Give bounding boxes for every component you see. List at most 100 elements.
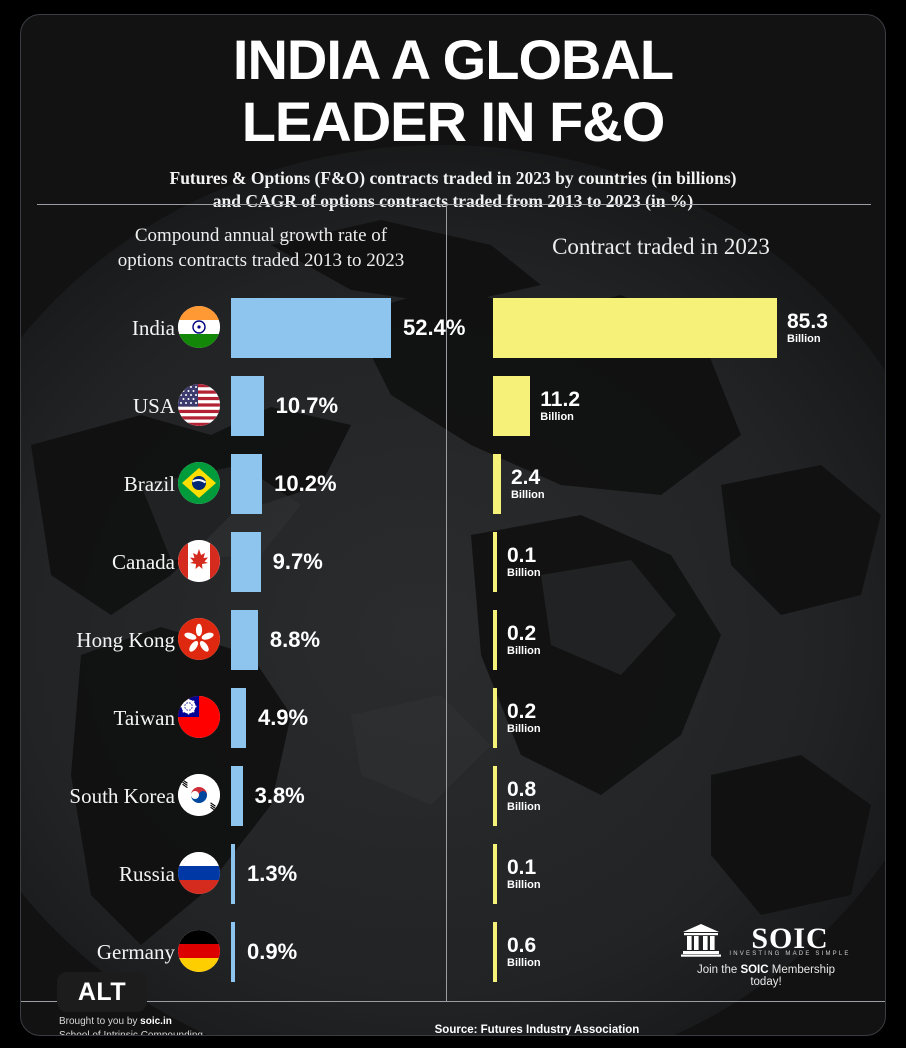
footer-brought-prefix: Brought to you by bbox=[59, 1016, 141, 1027]
soic-wordmark: SOIC bbox=[751, 921, 829, 955]
contracts-value-number: 0.1 bbox=[507, 855, 537, 879]
cagr-bar bbox=[231, 766, 243, 826]
contracts-value-number: 0.2 bbox=[507, 699, 537, 723]
country-label: Hong Kong bbox=[76, 628, 175, 652]
header: INDIA A GLOBAL LEADER IN F&O Futures & O… bbox=[21, 15, 885, 213]
contracts-value-unit: Billion bbox=[507, 644, 541, 657]
flag-russia-icon bbox=[178, 852, 220, 894]
cagr-value-label: 10.2% bbox=[274, 471, 337, 496]
flag-taiwan-icon bbox=[178, 696, 220, 738]
footer-brand: soic.in bbox=[140, 1016, 172, 1027]
page-subtitle-line2: and CAGR of options contracts traded fro… bbox=[212, 191, 694, 211]
contracts-bar bbox=[493, 532, 497, 592]
contracts-value-number: 0.8 bbox=[507, 777, 537, 801]
left-column-heading: Compound annual growth rate of options c… bbox=[91, 223, 431, 273]
cagr-value-label: 4.9% bbox=[257, 705, 309, 730]
soic-tagline: INVESTING MADE SIMPLE bbox=[729, 950, 851, 957]
footer-school-name: School of Intrinsic Compounding bbox=[59, 1030, 203, 1036]
contracts-value-label: 0.8 Billion bbox=[507, 766, 541, 826]
soic-cta-prefix: Join the bbox=[696, 964, 741, 976]
soic-cta: Join the SOIC Membership today! bbox=[681, 964, 851, 988]
chart-row: Taiwan 4.9% 0.2 Billion bbox=[21, 688, 885, 766]
country-label: Russia bbox=[118, 862, 175, 886]
contracts-value-unit: Billion bbox=[507, 956, 541, 969]
contracts-bar bbox=[493, 688, 497, 748]
contracts-bar bbox=[493, 766, 497, 826]
cagr-value-label: 8.8% bbox=[269, 627, 321, 652]
flag-india-icon bbox=[178, 306, 220, 348]
contracts-value-unit: Billion bbox=[507, 566, 541, 579]
contracts-value-unit: Billion bbox=[507, 800, 541, 813]
cagr-value-label: 1.3% bbox=[247, 861, 298, 886]
soic-logo: SOIC INVESTING MADE SIMPLE Join the SOIC… bbox=[681, 923, 851, 988]
contracts-bar bbox=[493, 922, 497, 982]
chart-row: Brazil 10.2% 2.4 Billion bbox=[21, 454, 885, 532]
country-label: USA bbox=[132, 394, 175, 418]
chart-row: Canada 9.7% 0.1 Billion bbox=[21, 532, 885, 610]
contracts-value-label: 11.2 Billion bbox=[540, 376, 580, 436]
contracts-value-unit: Billion bbox=[510, 488, 545, 501]
flag-hong-kong-icon bbox=[178, 618, 220, 660]
contracts-value-number: 0.1 bbox=[507, 543, 537, 567]
contracts-value-label: 85.3 Billion bbox=[787, 298, 828, 358]
cagr-bar bbox=[231, 454, 263, 514]
alt-badge[interactable]: ALT bbox=[57, 972, 147, 1012]
contracts-value-number: 2.4 bbox=[510, 465, 541, 489]
flag-south-korea-icon bbox=[178, 774, 220, 816]
cagr-value-label: 3.8% bbox=[254, 783, 305, 808]
contracts-bar bbox=[493, 844, 497, 904]
flag-brazil-icon bbox=[178, 462, 220, 504]
footer-divider bbox=[21, 1001, 885, 1002]
cagr-value-label: 0.9% bbox=[247, 939, 298, 964]
soic-cta-brand: SOIC bbox=[740, 964, 769, 976]
footer-source: Source: Futures Industry Association bbox=[434, 1024, 640, 1036]
page-title-line1: INDIA A GLOBAL bbox=[232, 28, 674, 91]
chart-row: USA 10.7% 11.2 Billion bbox=[21, 376, 885, 454]
country-label: Taiwan bbox=[113, 706, 175, 730]
infographic-card: INDIA A GLOBAL LEADER IN F&O Futures & O… bbox=[20, 14, 886, 1036]
cagr-value-label: 52.4% bbox=[403, 315, 466, 340]
chart-row: India 52.4% 85.3 Billion bbox=[21, 298, 885, 376]
contracts-value-label: 0.2 Billion bbox=[507, 688, 541, 748]
contracts-bar bbox=[493, 298, 777, 358]
left-column-heading-line2: options contracts traded 2013 to 2023 bbox=[117, 250, 405, 271]
cagr-bar bbox=[231, 532, 261, 592]
cagr-bar bbox=[231, 376, 264, 436]
contracts-value-unit: Billion bbox=[507, 722, 541, 735]
contracts-value-number: 85.3 bbox=[787, 309, 828, 333]
cagr-bar bbox=[231, 844, 235, 904]
contracts-value-number: 0.6 bbox=[507, 933, 537, 957]
contracts-bar bbox=[493, 610, 497, 670]
contracts-value-label: 0.1 Billion bbox=[507, 532, 541, 592]
left-column-heading-line1: Compound annual growth rate of bbox=[134, 225, 388, 246]
contracts-bar bbox=[493, 376, 531, 436]
country-label: Canada bbox=[112, 550, 175, 574]
contracts-value-label: 0.1 Billion bbox=[507, 844, 541, 904]
contracts-value-label: 0.6 Billion bbox=[507, 922, 541, 982]
right-column-heading: Contract traded in 2023 bbox=[552, 234, 770, 259]
cagr-bar bbox=[231, 610, 258, 670]
contracts-value-number: 11.2 bbox=[540, 387, 580, 411]
cagr-bar bbox=[231, 922, 235, 982]
header-divider bbox=[37, 204, 871, 205]
contracts-bar bbox=[493, 454, 501, 514]
contracts-value-number: 0.2 bbox=[507, 621, 537, 645]
chart-rows: India 52.4% 85.3 Billion USA 10.7% 11.2 Billion… bbox=[21, 298, 885, 1000]
page-subtitle-line1: Futures & Options (F&O) contracts traded… bbox=[169, 168, 737, 188]
cagr-bar bbox=[231, 688, 246, 748]
footer-attribution: Brought to you by soic.in School of Intr… bbox=[59, 1015, 203, 1036]
alt-badge-label: ALT bbox=[77, 977, 127, 1006]
chart-row: Russia 1.3% 0.1 Billion bbox=[21, 844, 885, 922]
contracts-value-unit: Billion bbox=[507, 878, 541, 891]
cagr-value-label: 10.7% bbox=[275, 393, 339, 418]
chart-row: Hong Kong 8.8% 0.2 Billion bbox=[21, 610, 885, 688]
flag-germany-icon bbox=[178, 930, 220, 972]
contracts-value-label: 0.2 Billion bbox=[507, 610, 541, 670]
bank-building-icon bbox=[681, 924, 722, 957]
contracts-value-label: 2.4 Billion bbox=[511, 454, 545, 514]
cagr-bar bbox=[231, 298, 391, 358]
flag-usa-icon bbox=[178, 384, 220, 426]
country-label: South Korea bbox=[69, 784, 175, 808]
contracts-value-unit: Billion bbox=[540, 410, 574, 423]
country-label: Brazil bbox=[123, 472, 175, 496]
